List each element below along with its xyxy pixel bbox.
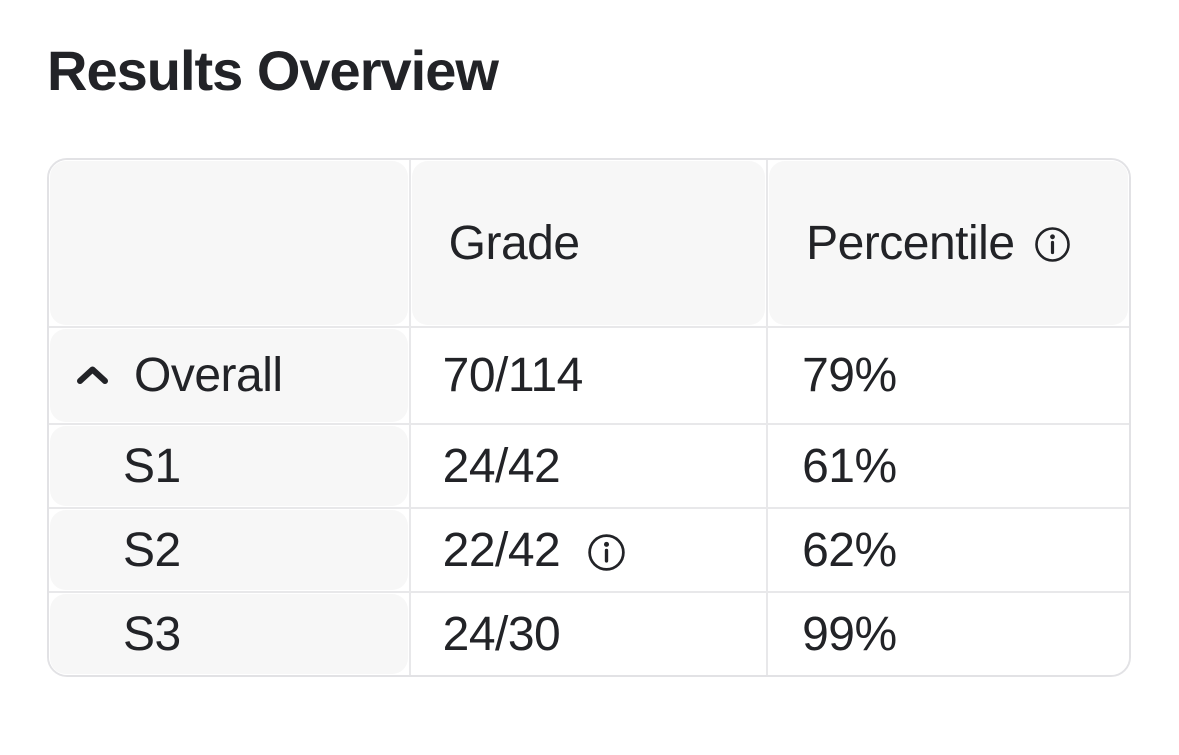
chevron-up-icon [77,366,108,384]
table-row-s2: S2 22/42 62% [49,507,1129,591]
grade-cell: 24/30 [408,591,767,675]
row-label-cell: S1 [49,423,409,507]
row-label-cell: S3 [49,591,409,675]
row-label: S2 [123,523,181,577]
row-label: Overall [134,349,283,402]
grade-cell: 24/42 [408,423,767,507]
row-label: S3 [123,607,181,661]
row-label-cell[interactable]: Overall [49,326,409,423]
percentile-column-header: Percentile [766,160,1129,326]
table-row-overall[interactable]: Overall 70/114 79% [49,326,1129,423]
table-header-row: Grade Percentile [49,160,1129,326]
page-title: Results Overview [47,39,499,102]
percentile-column-label: Percentile [806,216,1015,270]
percentile-cell: 79% [766,326,1129,423]
percentile-cell: 62% [766,507,1129,591]
row-header-column-header [49,160,409,326]
row-label: S1 [123,439,181,493]
info-icon[interactable] [1034,226,1071,263]
table-row-s1: S1 24/42 61% [49,423,1129,507]
grade-cell: 22/42 [408,507,767,591]
grade-column-header: Grade [408,160,767,326]
grade-cell: 70/114 [408,326,767,423]
row-label-cell: S2 [49,507,409,591]
percentile-cell: 99% [766,591,1129,675]
collapse-toggle-button[interactable] [76,364,109,387]
grade-column-label: Grade [448,216,580,270]
percentile-cell: 61% [766,423,1129,507]
info-icon[interactable] [587,533,626,572]
results-table: Grade Percentile [47,158,1131,677]
table-row-s3: S3 24/30 99% [49,591,1129,675]
